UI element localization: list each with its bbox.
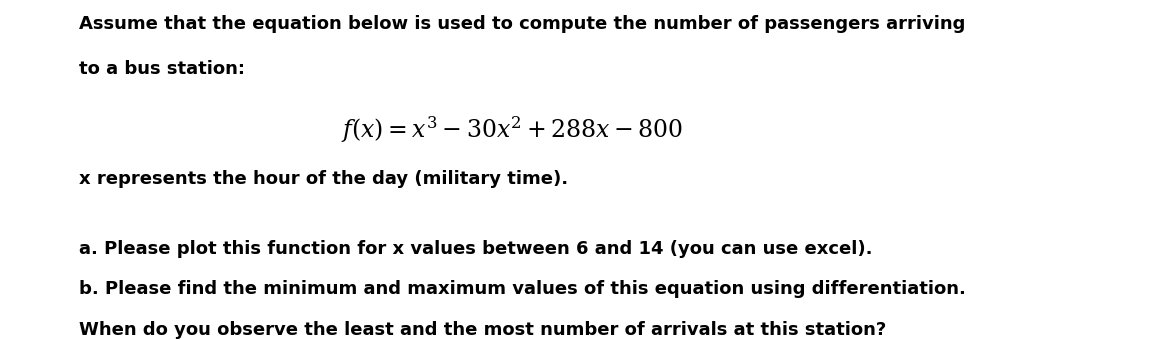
Text: a. Please plot this function for x values between 6 and 14 (you can use excel).: a. Please plot this function for x value… <box>79 240 873 258</box>
Text: Assume that the equation below is used to compute the number of passengers arriv: Assume that the equation below is used t… <box>79 15 965 33</box>
Text: x represents the hour of the day (military time).: x represents the hour of the day (milita… <box>79 170 568 188</box>
Text: to a bus station:: to a bus station: <box>79 59 246 78</box>
Text: When do you observe the least and the most number of arrivals at this station?: When do you observe the least and the mo… <box>79 321 887 339</box>
Text: $\mathit{f}(\mathit{x})=\mathit{x}^3-30\mathit{x}^2+288\mathit{x}-800$: $\mathit{f}(\mathit{x})=\mathit{x}^3-30\… <box>341 114 683 144</box>
Text: b. Please find the minimum and maximum values of this equation using differentia: b. Please find the minimum and maximum v… <box>79 280 966 299</box>
